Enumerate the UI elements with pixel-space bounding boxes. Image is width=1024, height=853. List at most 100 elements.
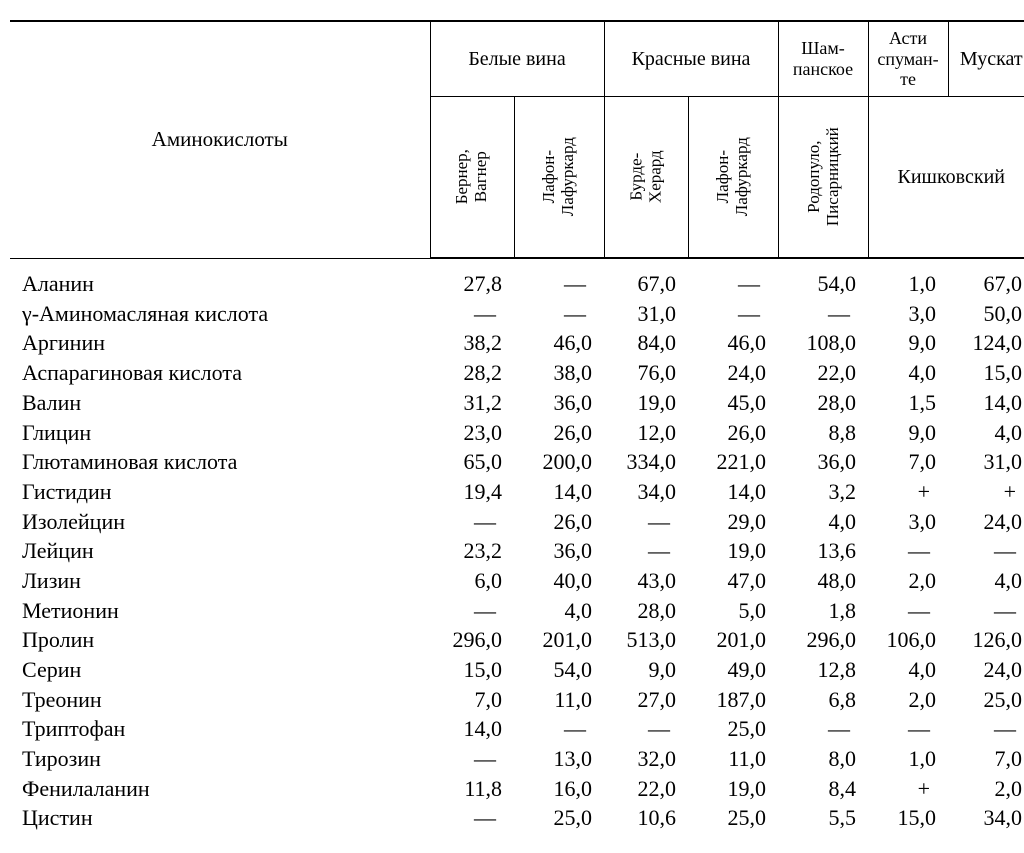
cell-value: 67,0 [604,269,688,299]
row-name: γ-Аминомасляная кислота [10,299,430,329]
cell-value: — [948,714,1024,744]
cell-value: 1,0 [868,744,948,774]
amino-acid-table: Аминокислоты Белые вина Красные вина Шам… [10,20,1024,833]
cell-value: — [948,536,1024,566]
cell-value: 296,0 [778,625,868,655]
cell-value: 24,0 [688,358,778,388]
cell-value: 29,0 [688,507,778,537]
cell-value: 108,0 [778,328,868,358]
cell-value: 43,0 [604,566,688,596]
cell-value: 67,0 [948,269,1024,299]
row-name: Пролин [10,625,430,655]
subhead-6: Кишковский [868,97,1024,259]
row-name: Гистидин [10,477,430,507]
row-name: Серин [10,655,430,685]
cell-value: 47,0 [688,566,778,596]
cell-value: 13,6 [778,536,868,566]
row-name: Лизин [10,566,430,596]
cell-value: 49,0 [688,655,778,685]
cell-value: 12,8 [778,655,868,685]
table-row: Глютаминовая кислота65,0200,0334,0221,03… [10,447,1024,477]
group-white: Белые вина [430,21,604,97]
subhead-5: Родопуло, Писарницкий [778,97,868,259]
cell-value: 201,0 [514,625,604,655]
cell-value: — [514,714,604,744]
cell-value: 6,0 [430,566,514,596]
cell-value: 3,0 [868,507,948,537]
cell-value: 15,0 [948,358,1024,388]
cell-value: 334,0 [604,447,688,477]
cell-value: 126,0 [948,625,1024,655]
cell-value: 19,0 [604,388,688,418]
cell-value: 15,0 [868,803,948,833]
cell-value: 31,0 [948,447,1024,477]
table-row: γ-Аминомасляная кислота——31,0——3,050,0 [10,299,1024,329]
cell-value: — [604,507,688,537]
cell-value: 26,0 [688,418,778,448]
cell-value: 3,0 [868,299,948,329]
cell-value: 14,0 [430,714,514,744]
table-row: Гистидин19,414,034,014,03,2++ [10,477,1024,507]
cell-value: — [868,536,948,566]
cell-value: 28,0 [778,388,868,418]
cell-value: — [778,714,868,744]
row-name: Цистин [10,803,430,833]
cell-value: 5,5 [778,803,868,833]
cell-value: 2,0 [868,685,948,715]
cell-value: — [688,299,778,329]
cell-value: 19,0 [688,536,778,566]
cell-value: 124,0 [948,328,1024,358]
table-row: Глицин23,026,012,026,08,89,04,0 [10,418,1024,448]
cell-value: 24,0 [948,655,1024,685]
cell-value: 9,0 [604,655,688,685]
row-header-title: Аминокислоты [10,21,430,258]
cell-value: 76,0 [604,358,688,388]
cell-value: 27,0 [604,685,688,715]
cell-value: 9,0 [868,418,948,448]
row-name: Глютаминовая кислота [10,447,430,477]
cell-value: 14,0 [688,477,778,507]
table-row: Триптофан14,0——25,0——— [10,714,1024,744]
table-row: Аспарагиновая кислота28,238,076,024,022,… [10,358,1024,388]
cell-value: 12,0 [604,418,688,448]
row-name: Глицин [10,418,430,448]
cell-value: 84,0 [604,328,688,358]
cell-value: — [604,536,688,566]
cell-value: 4,0 [868,358,948,388]
row-name: Изолейцин [10,507,430,537]
cell-value: 25,0 [948,685,1024,715]
cell-value: 34,0 [948,803,1024,833]
cell-value: 36,0 [778,447,868,477]
cell-value: 3,2 [778,477,868,507]
cell-value: 26,0 [514,418,604,448]
cell-value: 2,0 [868,566,948,596]
table-body: Аланин27,8—67,0—54,01,067,0γ-Аминомаслян… [10,258,1024,833]
table-row: Метионин—4,028,05,01,8—— [10,596,1024,626]
cell-value: 200,0 [514,447,604,477]
cell-value: 1,8 [778,596,868,626]
subhead-1: Бернер, Вагнер [430,97,514,259]
table-row: Тирозин—13,032,011,08,01,07,0 [10,744,1024,774]
cell-value: 201,0 [688,625,778,655]
cell-value: 15,0 [430,655,514,685]
table-row: Аланин27,8—67,0—54,01,067,0 [10,269,1024,299]
cell-value: 4,0 [778,507,868,537]
table-row: Пролин296,0201,0513,0201,0296,0106,0126,… [10,625,1024,655]
group-muscat: Мускат [948,21,1024,97]
cell-value: 7,0 [430,685,514,715]
cell-value: 26,0 [514,507,604,537]
cell-value: 36,0 [514,536,604,566]
cell-value: 25,0 [688,714,778,744]
cell-value: 4,0 [514,596,604,626]
cell-value: 106,0 [868,625,948,655]
cell-value: 25,0 [688,803,778,833]
cell-value: 10,6 [604,803,688,833]
cell-value: — [430,299,514,329]
cell-value: 7,0 [868,447,948,477]
cell-value: 48,0 [778,566,868,596]
cell-value: 54,0 [778,269,868,299]
cell-value: — [688,269,778,299]
group-champagne: Шам- панское [778,21,868,97]
cell-value: 38,0 [514,358,604,388]
table-row: Валин31,236,019,045,028,01,514,0 [10,388,1024,418]
